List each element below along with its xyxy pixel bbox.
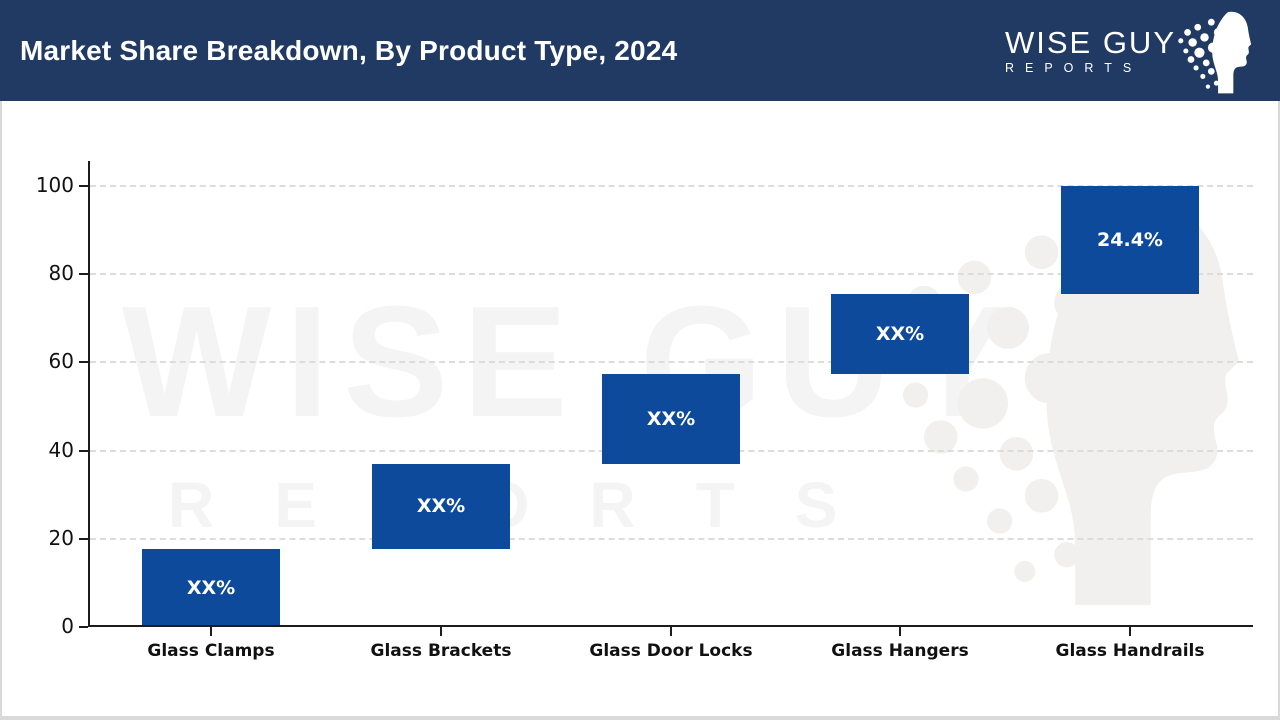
watermark-brand-subname: REPORTS <box>168 469 898 541</box>
y-tick-mark-0 <box>79 626 88 628</box>
y-tick-label-40: 40 <box>48 437 74 462</box>
y-tick-mark-100 <box>79 185 88 187</box>
bar-glass-door-locks: XX% <box>602 374 740 464</box>
x-category-label-glass-hangers: Glass Hangers <box>831 641 969 661</box>
gridline-100 <box>90 185 1253 187</box>
gridline-80 <box>90 273 1253 276</box>
bar-value-label-glass-clamps: XX% <box>186 576 236 599</box>
y-tick-label-80: 80 <box>48 261 74 286</box>
bar-value-label-glass-door-locks: XX% <box>646 408 696 431</box>
left-border <box>0 101 2 720</box>
x-tick-mark-glass-clamps <box>210 627 212 636</box>
bar-glass-handrails: 24.4% <box>1061 186 1199 294</box>
right-border <box>1278 101 1280 720</box>
y-tick-label-60: 60 <box>48 349 74 374</box>
y-tick-label-0: 0 <box>61 614 74 638</box>
bar-value-label-glass-handrails: 24.4% <box>1097 228 1163 251</box>
x-tick-mark-glass-door-locks <box>670 627 672 636</box>
gridline-20 <box>90 537 1253 540</box>
bottom-border <box>0 716 1280 720</box>
x-category-label-glass-door-locks: Glass Door Locks <box>589 641 753 661</box>
y-tick-mark-80 <box>79 273 88 276</box>
bar-glass-brackets: XX% <box>372 463 510 549</box>
brand-subname: REPORTS <box>1004 60 1143 75</box>
x-category-label-glass-handrails: Glass Handrails <box>1055 641 1205 661</box>
bar-glass-clamps: XX% <box>142 548 280 627</box>
x-axis <box>88 625 1253 627</box>
gridline-60 <box>90 361 1253 364</box>
x-tick-mark-glass-hangers <box>899 627 901 636</box>
y-tick-label-20: 20 <box>48 525 74 550</box>
x-tick-mark-glass-brackets <box>440 627 442 636</box>
bar-glass-hangers: XX% <box>831 293 969 375</box>
y-tick-label-100: 100 <box>35 173 74 197</box>
x-category-label-glass-clamps: Glass Clamps <box>147 641 275 661</box>
brand-name: WISE GUY <box>1004 24 1176 60</box>
page-title: Market Share Breakdown, By Product Type,… <box>20 34 678 66</box>
header: Market Share Breakdown, By Product Type,… <box>0 0 1280 101</box>
brand-logo: WISE GUY REPORTS <box>1005 8 1252 94</box>
dotted-face-icon <box>1178 11 1252 93</box>
y-axis <box>88 161 90 627</box>
x-category-label-glass-brackets: Glass Brackets <box>370 641 512 661</box>
x-tick-mark-glass-handrails <box>1129 627 1131 636</box>
y-tick-mark-40 <box>79 449 88 452</box>
bar-value-label-glass-hangers: XX% <box>875 322 925 345</box>
y-tick-mark-60 <box>79 361 88 364</box>
brand-logo-text: WISE GUY REPORTS <box>1005 27 1176 75</box>
bar-value-label-glass-brackets: XX% <box>416 495 466 518</box>
y-tick-mark-20 <box>79 537 88 540</box>
